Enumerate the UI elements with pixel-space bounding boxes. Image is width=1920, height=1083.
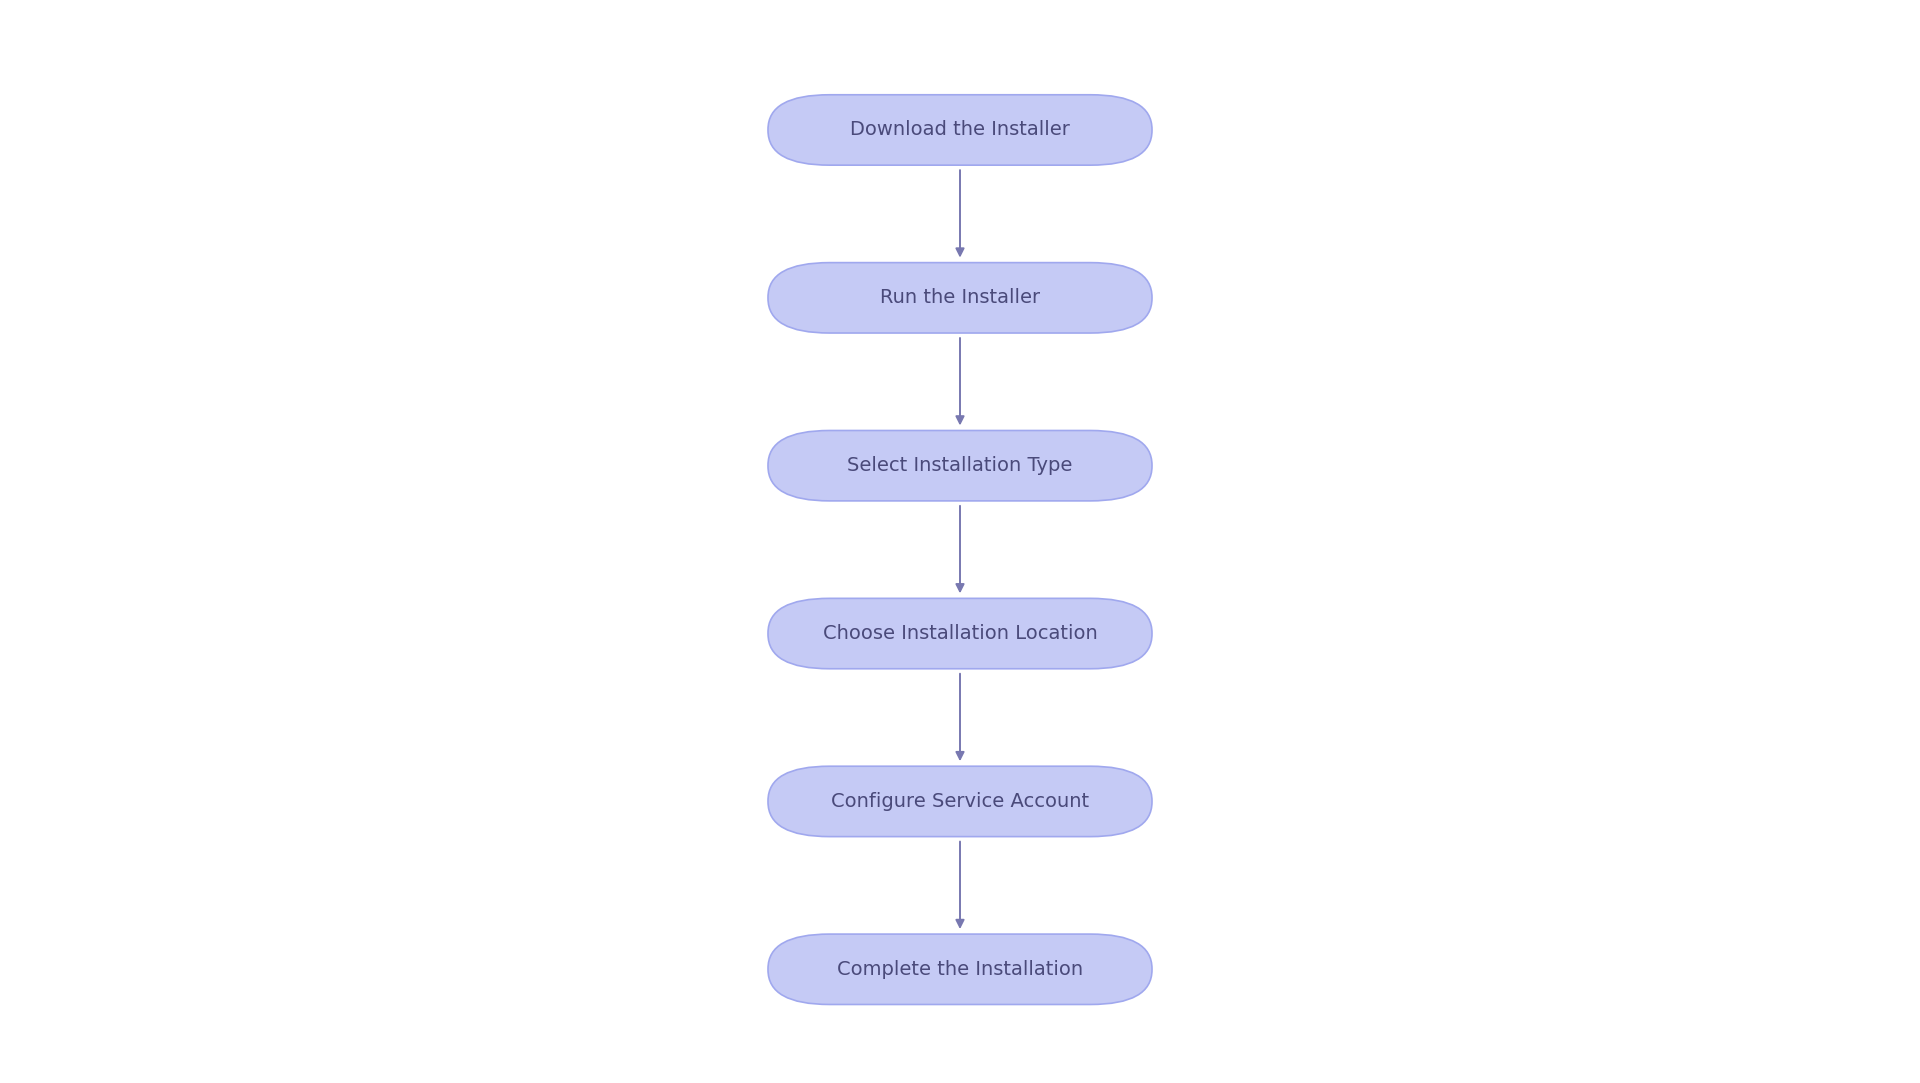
FancyBboxPatch shape — [768, 95, 1152, 165]
Text: Download the Installer: Download the Installer — [851, 120, 1069, 140]
FancyBboxPatch shape — [768, 430, 1152, 500]
FancyBboxPatch shape — [768, 934, 1152, 1005]
FancyBboxPatch shape — [768, 262, 1152, 334]
Text: Complete the Installation: Complete the Installation — [837, 960, 1083, 979]
Text: Choose Installation Location: Choose Installation Location — [822, 624, 1098, 643]
Text: Run the Installer: Run the Installer — [879, 288, 1041, 308]
Text: Select Installation Type: Select Installation Type — [847, 456, 1073, 475]
FancyBboxPatch shape — [768, 598, 1152, 668]
Text: Configure Service Account: Configure Service Account — [831, 792, 1089, 811]
FancyBboxPatch shape — [768, 767, 1152, 836]
